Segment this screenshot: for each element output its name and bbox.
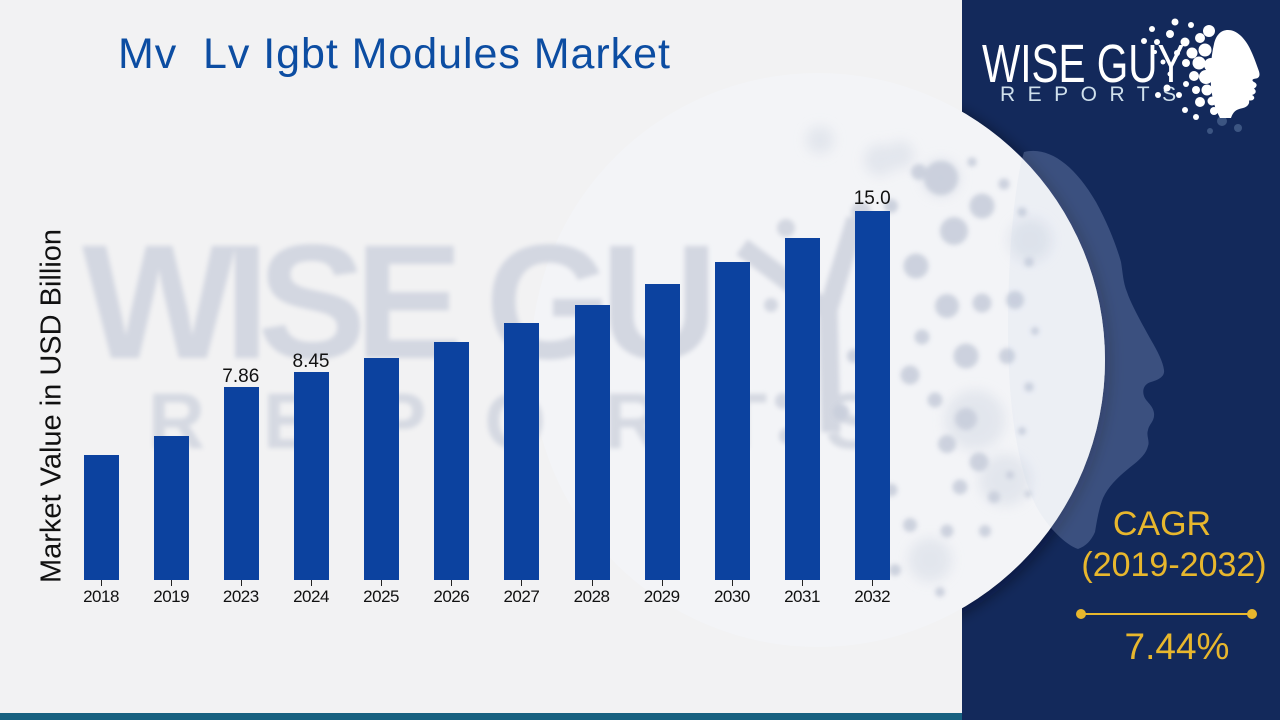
svg-text:WISE GU: WISE GU — [82, 210, 718, 393]
